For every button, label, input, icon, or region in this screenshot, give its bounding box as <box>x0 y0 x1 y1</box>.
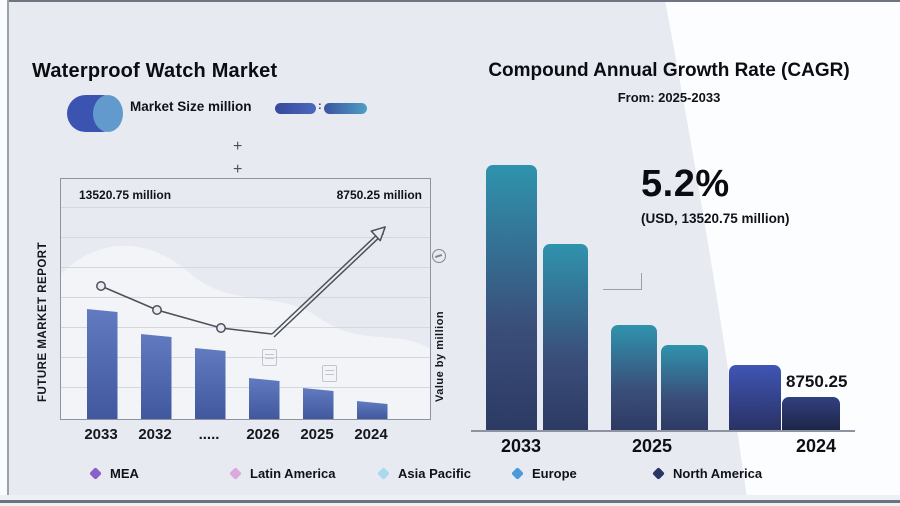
pill-badge-right <box>324 103 367 114</box>
minus-circle-icon <box>432 249 446 263</box>
diamond-marker <box>511 467 524 480</box>
frame-margin-left <box>0 0 7 506</box>
x-label: 2026 <box>246 426 280 443</box>
plus-mark: + <box>233 138 243 155</box>
gridline <box>61 387 430 388</box>
legend-item-asia-pacific: Asia Pacific <box>377 466 471 481</box>
legend-item-europe: Europe <box>511 466 577 481</box>
bar-2025 <box>302 388 334 419</box>
legend-label: MEA <box>110 466 139 481</box>
chart-end-value: 8750.25 million <box>336 188 422 202</box>
cagr-range: From: 2025-2033 <box>617 90 721 105</box>
pill-separator: : <box>318 100 322 112</box>
gridline <box>61 357 430 358</box>
cagr-bar-2024 <box>782 397 840 432</box>
cagr-bar-2024 <box>729 365 781 432</box>
cagr-bar-2033 <box>543 244 588 432</box>
cagr-title: Compound Annual Growth Rate (CAGR) <box>488 60 850 81</box>
y-axis-label-left: FUTURE MARKET REPORT <box>37 241 49 403</box>
page-title: Waterproof Watch Market <box>32 60 278 82</box>
legend-label: North America <box>673 466 763 481</box>
x-label: ..... <box>198 426 220 443</box>
frame-border-top <box>0 0 900 2</box>
gridline <box>61 297 430 298</box>
x-label: 2033 <box>84 426 118 443</box>
document-icon <box>262 349 277 366</box>
market-size-chart: 13520.75 million 8750.25 million <box>60 178 431 420</box>
x-label: 2024 <box>354 426 388 443</box>
chart-start-value: 13520.75 million <box>79 188 172 202</box>
y-axis-label-right: Value by million <box>434 310 446 402</box>
gridline <box>61 237 430 238</box>
legend-item-mea: MEA <box>89 466 139 481</box>
pill-badge-left <box>275 103 316 114</box>
x-label: 2025 <box>300 426 334 443</box>
gridline <box>61 327 430 328</box>
bar-2033 <box>86 309 118 419</box>
legend-item-north-america: North America <box>652 466 763 481</box>
gridline <box>61 267 430 268</box>
database-cylinder-icon <box>67 95 123 132</box>
legend-label: Asia Pacific <box>398 466 471 481</box>
bar-2024 <box>356 401 388 419</box>
frame-border-bottom <box>0 500 900 503</box>
diamond-marker <box>652 467 665 480</box>
cagr-x-label: 2024 <box>795 436 837 456</box>
diamond-marker <box>377 467 390 480</box>
cagr-baseline <box>471 430 855 432</box>
cagr-value: 5.2% <box>641 163 730 205</box>
bar-2026 <box>248 378 280 419</box>
bar-..... <box>194 348 226 419</box>
gridline <box>61 207 430 208</box>
document-icon <box>322 365 337 382</box>
cagr-bar-2025 <box>661 345 708 432</box>
legend-label: Latin America <box>250 466 336 481</box>
cagr-bar-2025 <box>611 325 657 432</box>
legend-label: Europe <box>532 466 577 481</box>
cagr-x-label: 2033 <box>500 436 542 456</box>
x-label: 2032 <box>138 426 172 443</box>
cagr-end-value: 8750.25 <box>786 372 848 391</box>
diamond-marker <box>229 467 242 480</box>
market-size-label: Market Size million <box>130 99 252 114</box>
cagr-bar-2033 <box>486 165 537 432</box>
legend: MEA Latin America Asia Pacific Europe North … <box>0 466 900 490</box>
market-size-x-axis: 2033 2032..... 2026 2025 2024 <box>60 426 431 446</box>
legend-item-latin-america: Latin America <box>229 466 336 481</box>
step-line-decoration <box>603 273 642 290</box>
plus-mark: + <box>233 161 243 178</box>
bar-2032 <box>140 334 172 419</box>
diamond-marker <box>89 467 102 480</box>
trend-arrow <box>96 226 386 338</box>
cagr-detail: (USD, 13520.75 million) <box>641 211 790 226</box>
cagr-x-label: 2025 <box>631 436 673 456</box>
frame-border-left <box>7 0 9 506</box>
